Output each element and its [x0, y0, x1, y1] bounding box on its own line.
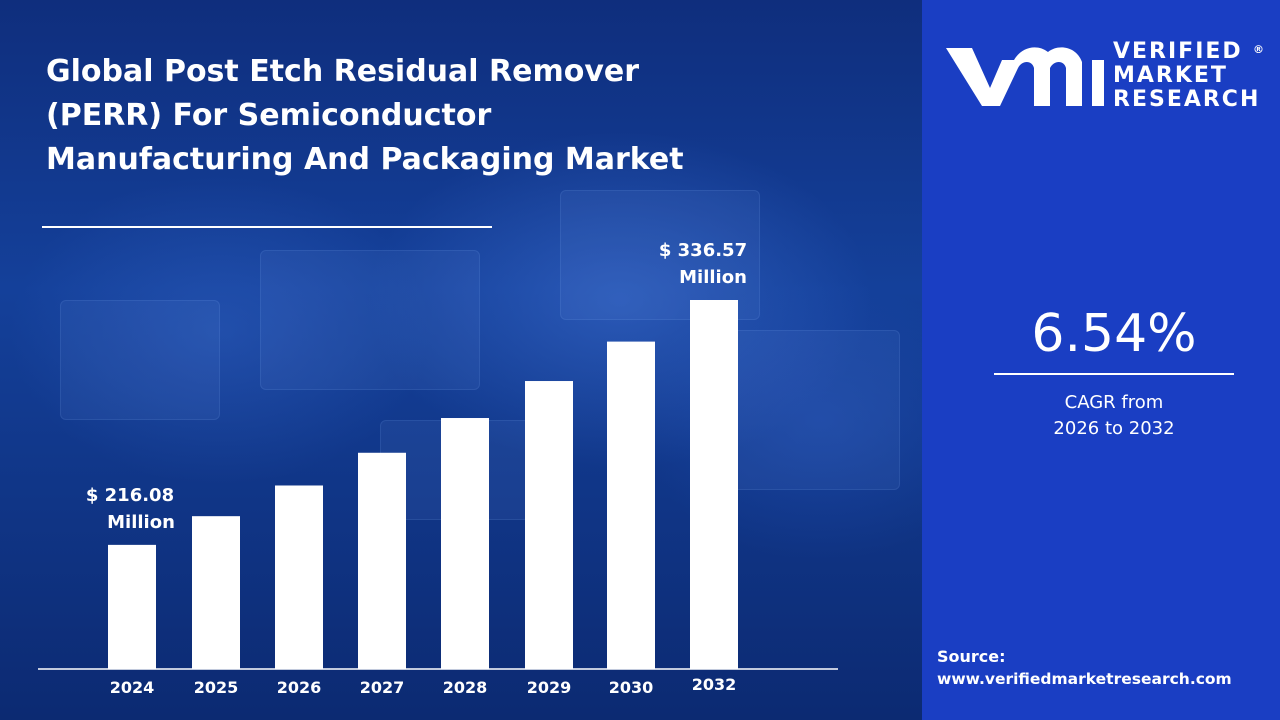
- chart-title: Global Post Etch Residual Remover (PERR)…: [46, 54, 684, 177]
- source-label: Source:: [937, 647, 1006, 666]
- brand-line-3: RESEARCH: [1113, 87, 1261, 112]
- registered-mark: ®: [1253, 43, 1264, 56]
- x-tick-2025: 2025: [194, 678, 239, 697]
- bar-2028: [441, 418, 489, 669]
- source-note: Source: www.verifiedmarketresearch.com: [937, 646, 1232, 690]
- bar-2026: [275, 485, 323, 669]
- cagr-divider: [994, 373, 1234, 375]
- bar-2027: [358, 452, 406, 669]
- bar-2032: [690, 300, 738, 669]
- x-tick-labels: 2024 2025 2026 2027 2028 2029 2030 2032: [110, 675, 737, 697]
- bar-2030: [607, 341, 655, 669]
- data-labels: $ 216.08 Million $ 336.57 Million: [86, 240, 747, 533]
- cagr-label-line-1: CAGR from: [1064, 392, 1164, 413]
- x-tick-2029: 2029: [527, 678, 572, 697]
- bar-2025: [192, 516, 240, 669]
- data-label-value-2024: $ 216.08: [86, 485, 174, 506]
- brand-name: VERIFIED MARKET RESEARCH ®: [1113, 39, 1264, 112]
- data-label-value-2032: $ 336.57: [659, 240, 747, 261]
- x-tick-2027: 2027: [360, 678, 405, 697]
- x-tick-2032: 2032: [692, 675, 737, 694]
- data-label-unit-2032: Million: [679, 267, 747, 288]
- x-tick-2024: 2024: [110, 678, 155, 697]
- brand-line-1: VERIFIED: [1113, 39, 1243, 64]
- side-panel: [922, 0, 1280, 720]
- data-label-unit-2024: Million: [107, 512, 175, 533]
- cagr-label-line-2: 2026 to 2032: [1053, 418, 1175, 439]
- title-underline: [42, 226, 492, 228]
- x-tick-2026: 2026: [277, 678, 322, 697]
- cagr-label: CAGR from 2026 to 2032: [994, 390, 1234, 442]
- bars-group: [108, 300, 738, 669]
- bar-2024: [108, 544, 156, 669]
- x-tick-2030: 2030: [609, 678, 654, 697]
- brand-line-2: MARKET: [1113, 63, 1228, 88]
- vmr-logo-icon: [946, 47, 1104, 106]
- bar-chart: 2024 2025 2026 2027 2028 2029 2030 2032 $ 216.0…: [38, 240, 838, 697]
- bar-2029: [525, 381, 573, 669]
- x-tick-2028: 2028: [443, 678, 488, 697]
- source-url: www.verifiedmarketresearch.com: [937, 670, 1232, 688]
- cagr-value: 6.54%: [1031, 304, 1197, 364]
